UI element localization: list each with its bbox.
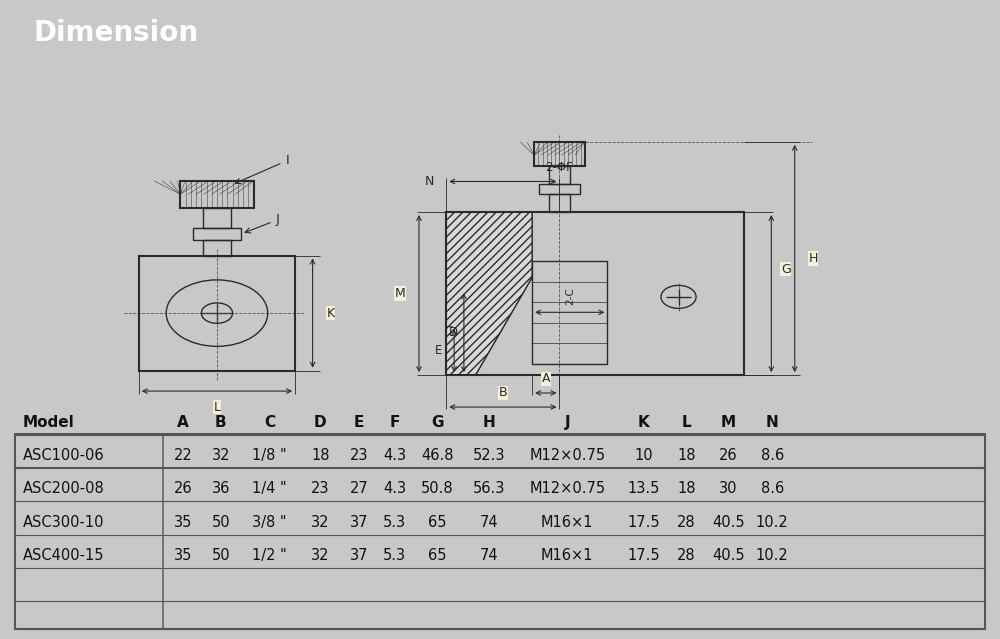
Text: 23: 23 bbox=[350, 449, 368, 463]
Text: C: C bbox=[264, 415, 275, 430]
Text: 17.5: 17.5 bbox=[627, 514, 660, 530]
Text: 32: 32 bbox=[311, 548, 330, 563]
Text: N: N bbox=[425, 175, 435, 188]
Bar bbox=[446, 212, 744, 375]
Text: J: J bbox=[565, 415, 570, 430]
Bar bbox=[539, 184, 580, 194]
Text: 18: 18 bbox=[311, 449, 330, 463]
Text: ASC100-06: ASC100-06 bbox=[23, 449, 104, 463]
Text: 46.8: 46.8 bbox=[421, 449, 454, 463]
Text: Dimension: Dimension bbox=[33, 19, 199, 47]
Text: 1/8 ": 1/8 " bbox=[252, 449, 287, 463]
Text: F: F bbox=[389, 415, 400, 430]
Text: 65: 65 bbox=[428, 548, 447, 563]
Text: K: K bbox=[326, 307, 334, 320]
Text: A: A bbox=[542, 373, 550, 385]
Text: 74: 74 bbox=[480, 548, 499, 563]
Bar bbox=[532, 261, 607, 364]
Text: 40.5: 40.5 bbox=[712, 514, 745, 530]
Text: 50: 50 bbox=[212, 514, 230, 530]
Text: ASC400-15: ASC400-15 bbox=[23, 548, 104, 563]
Text: 10.2: 10.2 bbox=[756, 548, 789, 563]
Text: ASC300-10: ASC300-10 bbox=[23, 514, 104, 530]
Text: 5.3: 5.3 bbox=[383, 514, 406, 530]
Text: 27: 27 bbox=[350, 481, 368, 497]
Text: 56.3: 56.3 bbox=[473, 481, 505, 497]
Text: 30: 30 bbox=[719, 481, 738, 497]
Text: 28: 28 bbox=[677, 514, 696, 530]
Bar bbox=[203, 208, 231, 228]
Text: G: G bbox=[431, 415, 444, 430]
Text: 8.6: 8.6 bbox=[761, 449, 784, 463]
Text: 17.5: 17.5 bbox=[627, 548, 660, 563]
Text: 32: 32 bbox=[212, 449, 230, 463]
Text: 37: 37 bbox=[350, 514, 368, 530]
Text: K: K bbox=[638, 415, 649, 430]
Text: H: H bbox=[808, 252, 818, 265]
Bar bbox=[203, 240, 231, 256]
Text: 35: 35 bbox=[174, 514, 192, 530]
Text: 2-C: 2-C bbox=[565, 287, 575, 305]
Text: 4.3: 4.3 bbox=[383, 449, 406, 463]
Text: 5.3: 5.3 bbox=[383, 548, 406, 563]
Text: 35: 35 bbox=[174, 548, 192, 563]
Text: 13.5: 13.5 bbox=[627, 481, 660, 497]
Text: Model: Model bbox=[23, 415, 74, 430]
Text: 28: 28 bbox=[677, 548, 696, 563]
Text: M16×1: M16×1 bbox=[541, 548, 594, 563]
Text: M16×1: M16×1 bbox=[541, 514, 594, 530]
Bar bbox=[534, 142, 585, 166]
Text: 1/2 ": 1/2 " bbox=[252, 548, 287, 563]
Text: 50.8: 50.8 bbox=[421, 481, 454, 497]
Text: 8.6: 8.6 bbox=[761, 481, 784, 497]
Text: M: M bbox=[721, 415, 736, 430]
Bar bbox=[180, 181, 254, 208]
Text: 26: 26 bbox=[719, 449, 738, 463]
Bar bbox=[549, 166, 570, 184]
Text: G: G bbox=[781, 263, 791, 275]
Text: I: I bbox=[235, 154, 289, 183]
Text: 50: 50 bbox=[212, 548, 230, 563]
Bar bbox=[549, 194, 570, 212]
Text: 36: 36 bbox=[212, 481, 230, 497]
Text: M12×0.75: M12×0.75 bbox=[529, 449, 605, 463]
Text: 26: 26 bbox=[173, 481, 192, 497]
Text: 52.3: 52.3 bbox=[473, 449, 506, 463]
Text: A: A bbox=[177, 415, 189, 430]
Text: M12×0.75: M12×0.75 bbox=[529, 481, 605, 497]
Text: 3/8 ": 3/8 " bbox=[252, 514, 287, 530]
Text: B: B bbox=[499, 387, 507, 399]
Text: 23: 23 bbox=[311, 481, 330, 497]
Text: 74: 74 bbox=[480, 514, 499, 530]
Bar bbox=[139, 256, 295, 371]
Text: N: N bbox=[766, 415, 779, 430]
Text: D: D bbox=[314, 415, 327, 430]
Text: E: E bbox=[354, 415, 364, 430]
Text: 18: 18 bbox=[677, 481, 696, 497]
Polygon shape bbox=[446, 212, 532, 375]
Text: M: M bbox=[395, 287, 405, 300]
Text: 40.5: 40.5 bbox=[712, 548, 745, 563]
Text: E: E bbox=[435, 344, 442, 357]
Text: 10.2: 10.2 bbox=[756, 514, 789, 530]
Text: 65: 65 bbox=[428, 514, 447, 530]
Text: 32: 32 bbox=[311, 514, 330, 530]
Bar bbox=[193, 228, 241, 240]
Text: L: L bbox=[213, 401, 220, 413]
Text: 37: 37 bbox=[350, 548, 368, 563]
Text: 10: 10 bbox=[634, 449, 653, 463]
Text: D: D bbox=[449, 327, 458, 339]
Text: 4.3: 4.3 bbox=[383, 481, 406, 497]
Text: H: H bbox=[483, 415, 496, 430]
Text: ASC200-08: ASC200-08 bbox=[23, 481, 104, 497]
Text: L: L bbox=[682, 415, 691, 430]
Text: J: J bbox=[245, 213, 279, 233]
Text: B: B bbox=[215, 415, 227, 430]
Text: 1/4 ": 1/4 " bbox=[252, 481, 287, 497]
Text: 18: 18 bbox=[677, 449, 696, 463]
Text: 2-ΦF: 2-ΦF bbox=[546, 161, 573, 174]
Text: 22: 22 bbox=[173, 449, 192, 463]
